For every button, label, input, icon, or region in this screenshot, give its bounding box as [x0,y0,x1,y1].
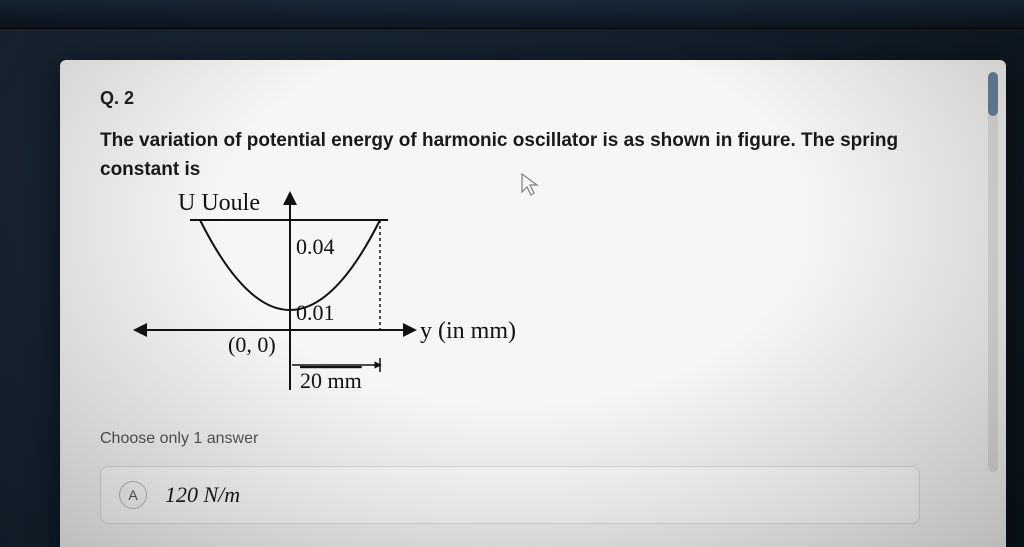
u-top-value: 0.04 [296,234,335,259]
scrollbar-track[interactable] [988,72,998,472]
window-title-bar [0,0,1024,29]
option-letter: A [119,481,147,509]
option-label: 120 N/m [165,482,240,508]
option-row[interactable]: A 120 N/m [100,466,920,524]
choose-instruction: Choose only 1 answer [100,430,966,448]
pe-figure: U Uoule 0.04 0.01 (0, 0) y (in mm) 20 mm [120,190,560,410]
pe-figure-svg: U Uoule 0.04 0.01 (0, 0) y (in mm) 20 mm [120,190,560,410]
u-bottom-value: 0.01 [296,300,335,325]
question-text: The variation of potential energy of har… [100,127,930,184]
x-axis-label: y (in mm) [420,318,516,344]
question-number: Q. 2 [100,88,966,109]
screen-root: Q. 2 The variation of potential energy o… [0,0,1024,547]
origin-label: (0, 0) [228,332,276,357]
scrollbar-thumb[interactable] [988,72,998,116]
x-span-label: 20 mm [300,368,362,393]
question-card: Q. 2 The variation of potential energy o… [60,60,1006,547]
y-axis-label: U Uoule [178,190,260,216]
